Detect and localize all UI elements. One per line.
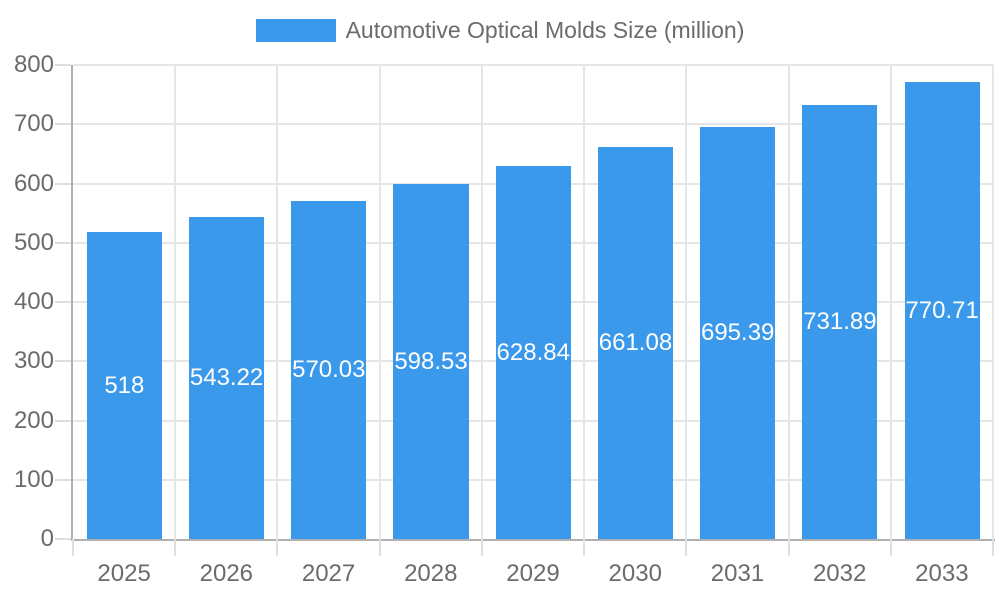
x-tick-mark — [378, 539, 381, 556]
x-tick-label: 2031 — [710, 560, 765, 587]
x-tick-label: 2027 — [301, 560, 356, 587]
bar[interactable]: 661.08 — [597, 147, 674, 539]
x-tick-mark — [72, 539, 74, 556]
bar-value-label: 628.84 — [496, 338, 570, 366]
bar[interactable]: 543.22 — [189, 217, 265, 539]
y-tick-label: 700 — [13, 110, 54, 138]
y-tick-mark — [55, 478, 71, 481]
x-tick-label: 2032 — [812, 560, 867, 587]
x-tick-mark — [992, 539, 994, 556]
x-tick-mark — [174, 539, 177, 556]
bar-value-label: 598.53 — [394, 347, 468, 375]
y-tick-mark — [55, 419, 71, 422]
x-gridline — [787, 65, 790, 539]
x-tick-label: 2026 — [199, 560, 254, 587]
y-axis-line — [71, 65, 73, 539]
legend-label: Automotive Optical Molds Size (million) — [345, 17, 745, 43]
x-gridline — [992, 65, 994, 539]
bar[interactable]: 518 — [86, 232, 162, 539]
bar-value-label: 695.39 — [700, 318, 775, 346]
x-gridline — [174, 65, 177, 539]
bar[interactable]: 570.03 — [291, 201, 367, 539]
x-tick-mark — [889, 539, 892, 556]
x-tick-mark — [480, 539, 483, 556]
y-tick-label: 200 — [13, 406, 54, 434]
x-tick-mark — [685, 539, 688, 556]
bar-value-label: 731.89 — [803, 308, 877, 336]
y-tick-label: 800 — [13, 51, 54, 78]
y-tick-label: 500 — [13, 228, 54, 256]
y-axis-labels: 0 100 200 300 400 500 600 700 800 — [0, 53, 54, 551]
y-tick-mark — [55, 538, 71, 540]
x-tick-label: 2025 — [97, 560, 151, 587]
y-gridline — [73, 64, 993, 66]
x-gridline — [378, 65, 381, 539]
bar-value-label: 543.22 — [189, 364, 264, 392]
x-gridline — [480, 65, 483, 539]
x-tick-label: 2028 — [404, 560, 458, 587]
x-tick-mark — [583, 539, 586, 556]
x-gridline — [583, 65, 586, 539]
y-tick-mark — [55, 182, 71, 185]
x-gridline — [685, 65, 688, 539]
x-tick-mark — [787, 539, 790, 556]
x-tick-label: 2033 — [915, 560, 969, 587]
y-gridline — [73, 123, 993, 126]
bar-value-label: 770.71 — [905, 296, 979, 324]
bar[interactable]: 695.39 — [700, 126, 776, 539]
bar[interactable]: 731.89 — [802, 105, 878, 539]
y-tick-label: 600 — [13, 169, 54, 197]
bar[interactable]: 628.84 — [495, 166, 571, 539]
legend[interactable]: Automotive Optical Molds Size (million) — [0, 17, 1000, 45]
y-tick-mark — [55, 360, 71, 363]
y-tick-label: 0 — [40, 525, 54, 552]
x-tick-label: 2029 — [506, 560, 560, 587]
x-axis-labels: 2025 2026 2027 2028 2029 2030 2031 2032 2033 — [73, 562, 993, 592]
bar[interactable]: 598.53 — [393, 184, 469, 539]
x-tick-mark — [276, 539, 279, 556]
bar-value-label: 570.03 — [292, 356, 366, 384]
y-tick-mark — [55, 241, 71, 244]
x-gridline — [889, 65, 892, 539]
x-axis-line — [71, 539, 995, 541]
y-tick-mark — [55, 123, 71, 126]
bar[interactable]: 770.71 — [904, 82, 980, 539]
bar-value-label: 518 — [104, 371, 145, 399]
bar-value-label: 661.08 — [598, 329, 673, 357]
y-tick-mark — [55, 64, 71, 66]
y-tick-label: 100 — [13, 465, 54, 493]
y-tick-label: 300 — [13, 347, 54, 375]
x-tick-label: 2030 — [608, 560, 662, 587]
x-gridline — [276, 65, 279, 539]
legend-swatch — [255, 19, 336, 43]
y-tick-mark — [55, 301, 71, 303]
y-tick-label: 400 — [13, 288, 54, 315]
plot-area: 518 543.22 570.03 598.53 628.84 661.08 695.39 7… — [55, 64, 995, 556]
